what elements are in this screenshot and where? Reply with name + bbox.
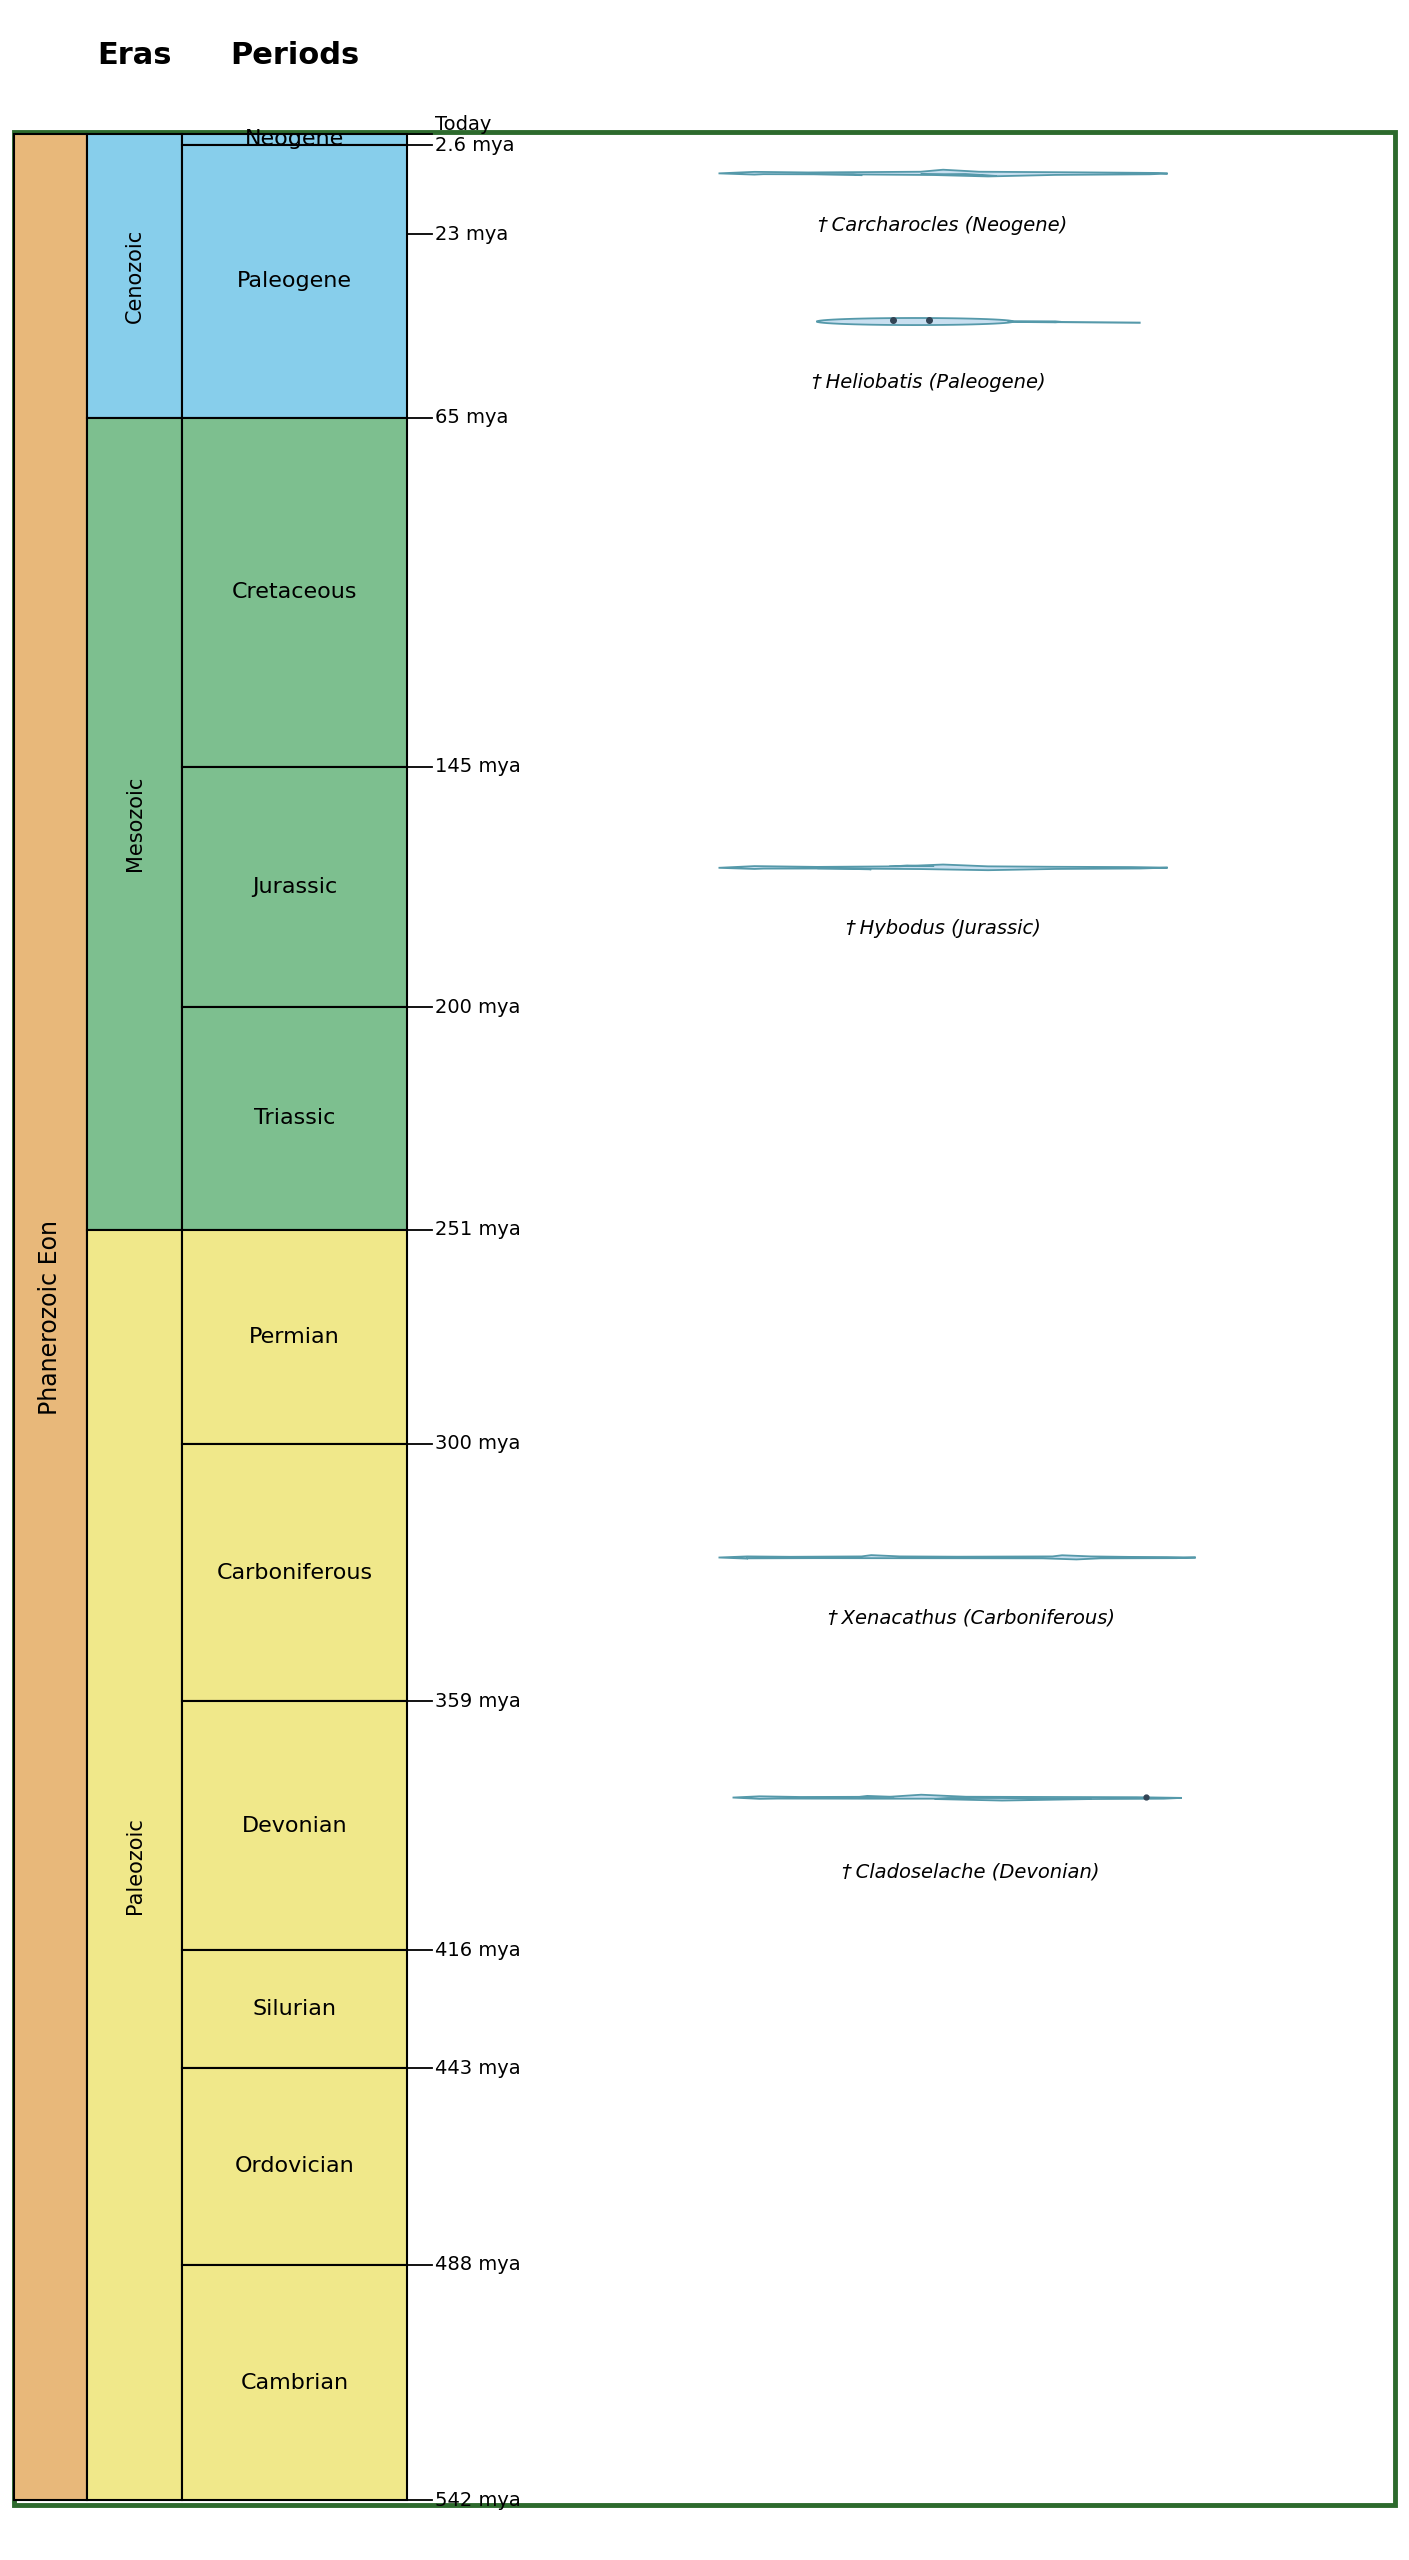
Text: Cenozoic: Cenozoic bbox=[125, 228, 145, 323]
Text: Paleozoic: Paleozoic bbox=[125, 1818, 145, 1912]
Text: Cambrian: Cambrian bbox=[241, 2373, 349, 2394]
Text: 145 mya: 145 mya bbox=[435, 758, 521, 776]
Text: Devonian: Devonian bbox=[242, 1815, 348, 1836]
Text: Carboniferous: Carboniferous bbox=[217, 1562, 373, 1582]
Text: 488 mya: 488 mya bbox=[435, 2255, 521, 2273]
Text: Paleogene: Paleogene bbox=[237, 271, 352, 292]
Bar bbox=[182, 1444, 407, 1702]
Text: Triassic: Triassic bbox=[254, 1108, 335, 1129]
Text: Ordovician: Ordovician bbox=[235, 2156, 355, 2176]
Bar bbox=[182, 1006, 407, 1229]
Bar bbox=[14, 133, 87, 2501]
Text: 251 mya: 251 mya bbox=[435, 1221, 521, 1239]
Text: Neogene: Neogene bbox=[245, 131, 344, 148]
Text: 2.6 mya: 2.6 mya bbox=[435, 136, 514, 154]
Polygon shape bbox=[733, 1795, 1182, 1800]
Polygon shape bbox=[817, 317, 1013, 325]
Bar bbox=[182, 2068, 407, 2266]
Bar bbox=[182, 1702, 407, 1951]
Text: Permian: Permian bbox=[249, 1326, 340, 1347]
Polygon shape bbox=[719, 169, 1168, 177]
Polygon shape bbox=[719, 1554, 1196, 1559]
Bar bbox=[182, 146, 407, 417]
Text: 416 mya: 416 mya bbox=[435, 1940, 521, 1961]
Text: Mesozoic: Mesozoic bbox=[125, 776, 145, 870]
Text: 200 mya: 200 mya bbox=[435, 998, 520, 1016]
Text: Phanerozoic Eon: Phanerozoic Eon bbox=[38, 1219, 62, 1416]
Text: Eras: Eras bbox=[97, 41, 172, 69]
FancyBboxPatch shape bbox=[14, 131, 1395, 2504]
Text: 359 mya: 359 mya bbox=[435, 1692, 521, 1710]
Bar bbox=[87, 1229, 182, 2501]
Text: † Xenacathus (Carboniferous): † Xenacathus (Carboniferous) bbox=[827, 1608, 1115, 1628]
Text: Silurian: Silurian bbox=[252, 1999, 337, 2020]
Bar bbox=[182, 417, 407, 768]
Text: Today: Today bbox=[435, 115, 492, 133]
Bar bbox=[182, 1229, 407, 1444]
Bar bbox=[182, 1951, 407, 2068]
Text: 23 mya: 23 mya bbox=[435, 225, 509, 243]
Bar bbox=[182, 2266, 407, 2501]
Text: Periods: Periods bbox=[230, 41, 359, 69]
Text: 443 mya: 443 mya bbox=[435, 2058, 521, 2079]
Bar bbox=[182, 768, 407, 1006]
Text: † Heliobatis (Paleogene): † Heliobatis (Paleogene) bbox=[812, 374, 1045, 392]
Text: † ​Carcharocles (Neogene): † ​Carcharocles (Neogene) bbox=[819, 215, 1068, 236]
Text: Cretaceous: Cretaceous bbox=[232, 581, 358, 602]
Text: † Cladoselache (Devonian): † Cladoselache (Devonian) bbox=[843, 1861, 1100, 1882]
Polygon shape bbox=[719, 865, 1168, 870]
Bar bbox=[87, 133, 182, 417]
Text: 65 mya: 65 mya bbox=[435, 407, 509, 428]
Bar bbox=[87, 417, 182, 1229]
Text: 300 mya: 300 mya bbox=[435, 1434, 520, 1454]
Bar bbox=[182, 133, 407, 146]
Text: † Hybodus (Jurassic): † Hybodus (Jurassic) bbox=[845, 919, 1040, 937]
Text: Jurassic: Jurassic bbox=[252, 878, 337, 896]
Text: 542 mya: 542 mya bbox=[435, 2491, 521, 2509]
